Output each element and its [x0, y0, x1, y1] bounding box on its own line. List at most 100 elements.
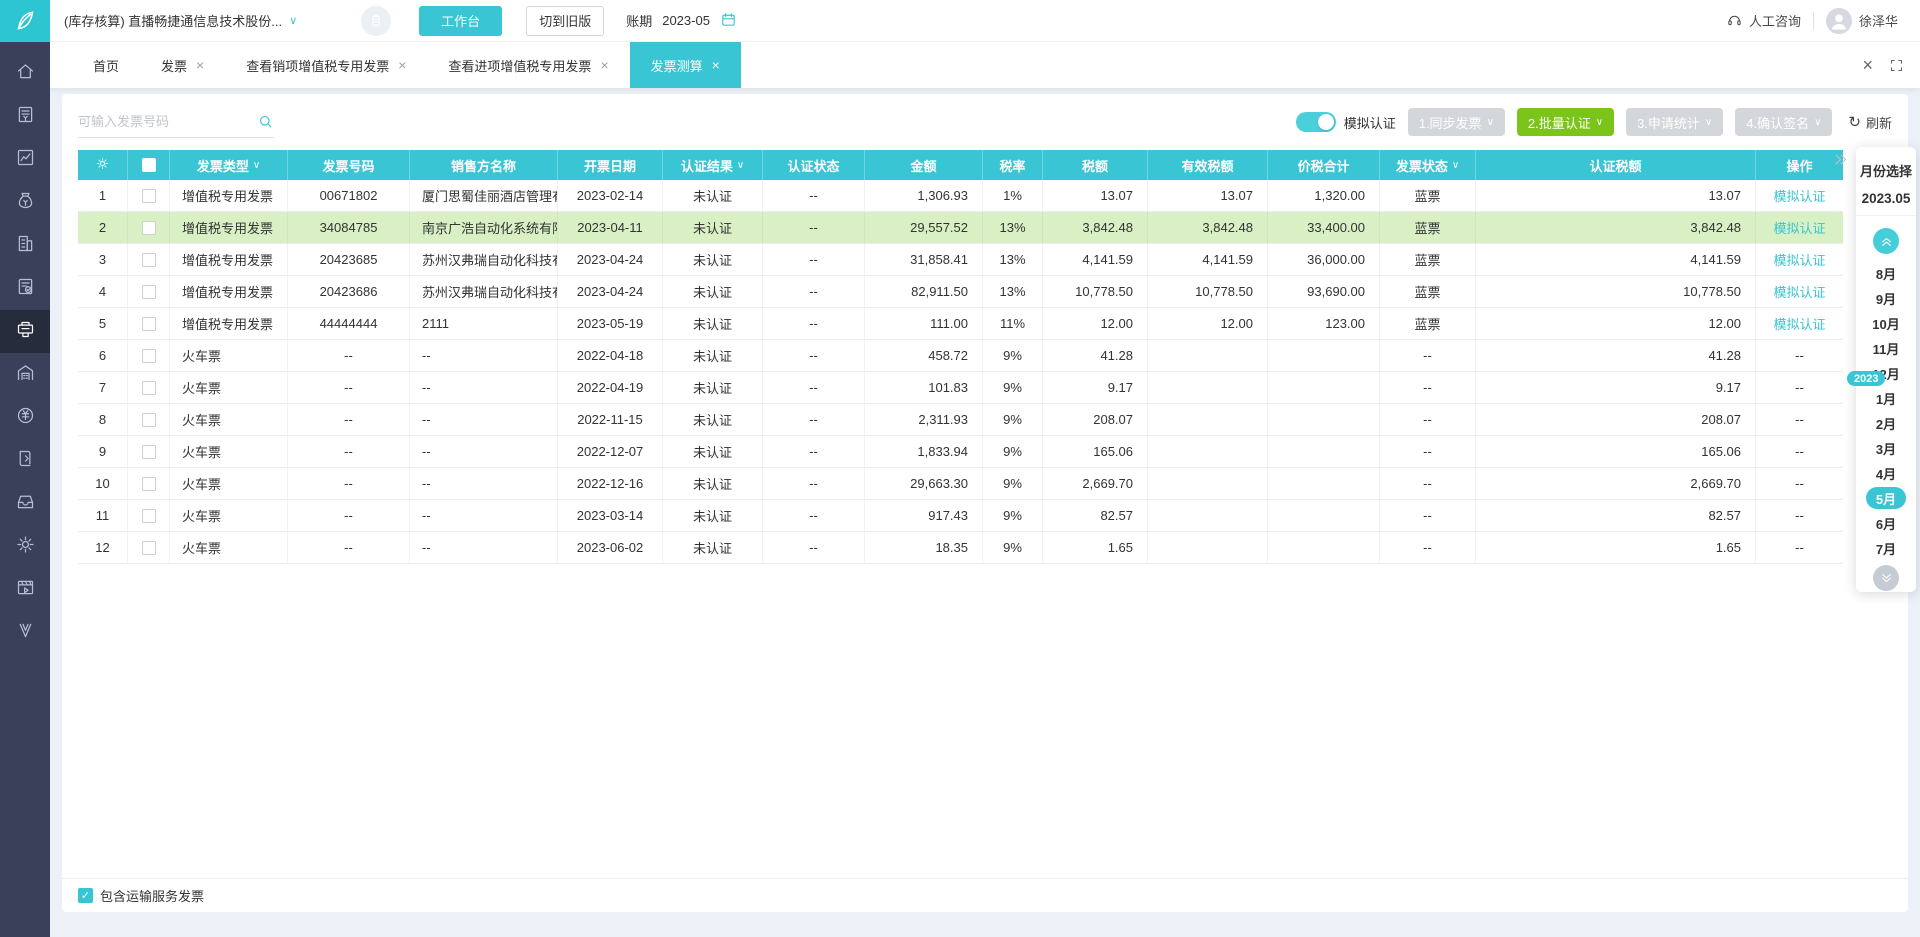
- row-checkbox[interactable]: [141, 508, 156, 523]
- sidebar-item-video-icon[interactable]: [0, 568, 50, 611]
- toolbar-button-1.同步发票[interactable]: 1.同步发票 ∨: [1407, 108, 1505, 136]
- row-checkbox[interactable]: [141, 316, 156, 331]
- table-row[interactable]: 5 增值税专用发票 44444444 2111 2023-05-19 未认证 -- 111.0…: [78, 308, 1843, 340]
- month-item-8月[interactable]: 8月: [1875, 266, 1897, 282]
- table-row[interactable]: 11 火车票 -- -- 2023-03-14 未认证 -- 917.43 9% 82.57 -- 8…: [78, 500, 1843, 532]
- row-checkbox[interactable]: [141, 476, 156, 491]
- search-input[interactable]: [78, 114, 257, 129]
- tab-close-icon[interactable]: ×: [196, 57, 205, 73]
- column-header-发票类型[interactable]: 发票类型 ∨: [170, 150, 288, 180]
- sidebar-item-settings-gear-icon[interactable]: [0, 525, 50, 568]
- table-row[interactable]: 12 火车票 -- -- 2023-06-02 未认证 -- 18.35 9% 1.65 -- 1.6…: [78, 532, 1843, 564]
- table-row[interactable]: 4 增值税专用发票20423686苏州汉弗瑞自动化科技有限2023-04-24未认…: [78, 276, 1843, 308]
- tab-查看销项增值税专用发票[interactable]: 查看销项增值税专用发票 ×: [225, 42, 427, 88]
- sidebar-item-chart-icon[interactable]: [0, 138, 50, 181]
- tab-查看进项增值税专用发票[interactable]: 查看进项增值税专用发票 ×: [427, 42, 629, 88]
- simulate-auth-toggle[interactable]: [1295, 112, 1336, 132]
- row-checkbox[interactable]: [141, 220, 156, 235]
- sidebar-item-invoice-bill-icon[interactable]: [0, 95, 50, 138]
- toolbar: 模拟认证 1.同步发票∨ 2.批量认证∨ 3.申请统计∨ 4.确认签名∨ ↻ 刷新: [78, 94, 1892, 150]
- sort-chevron-icon[interactable]: ∨: [736, 159, 745, 171]
- column-header-发票状态[interactable]: 发票状态 ∨: [1380, 150, 1476, 180]
- table-row[interactable]: 1 增值税专用发票00671802厦门思蜀佳丽酒店管理有限2023-02-14未认…: [78, 180, 1843, 212]
- column-header-认证结果[interactable]: 认证结果 ∨: [663, 150, 763, 180]
- table-row[interactable]: 8 火车票 -- -- 2022-11-15 未认证 -- 2,311.93 9% 208.07-…: [78, 404, 1843, 436]
- tab-发票[interactable]: 发票 ×: [140, 42, 225, 88]
- month-item-2月[interactable]: 2月: [1875, 416, 1897, 432]
- include-transport-checkbox[interactable]: ✓: [78, 888, 93, 903]
- column-settings-button[interactable]: [78, 150, 128, 180]
- sort-chevron-icon[interactable]: ∨: [1451, 159, 1460, 171]
- month-item-3月[interactable]: 3月: [1875, 441, 1897, 457]
- user-menu[interactable]: 徐泽华: [1825, 7, 1898, 34]
- table-cell: --: [288, 372, 410, 403]
- month-item-5月[interactable]: 5月: [1866, 487, 1906, 509]
- tab-首页[interactable]: 首页: [72, 42, 140, 88]
- company-selector[interactable]: (库存核算) 直播畅捷通信息技术股份... ∨: [64, 11, 297, 30]
- sidebar-item-carryover-book-icon[interactable]: [0, 439, 50, 482]
- table-row[interactable]: 9 火车票 -- -- 2022-12-07 未认证 -- 1,833.94 9% 165.06-…: [78, 436, 1843, 468]
- workbench-button[interactable]: 工作台: [419, 5, 503, 36]
- table-row[interactable]: 6 火车票 -- -- 2022-04-18 未认证 -- 458.72 9% 41.28 -- 41…: [78, 340, 1843, 372]
- month-selector-panel: 月份选择 2023.05 8月 9月 10月 11月 12月 2023 1月 2月 3月 4月 5月…: [1847, 147, 1916, 592]
- sidebar-item-invoice-print-icon[interactable]: [0, 310, 50, 353]
- sidebar-item-building-icon[interactable]: [0, 224, 50, 267]
- scroll-up-button[interactable]: [1873, 228, 1899, 254]
- toolbar-button-2.批量认证[interactable]: 2.批量认证 ∨: [1516, 108, 1615, 136]
- simulate-auth-link[interactable]: 模拟认证: [1773, 221, 1826, 236]
- fullscreen-icon[interactable]: [1889, 58, 1904, 73]
- row-checkbox[interactable]: [141, 284, 156, 299]
- month-item-10月[interactable]: 10月: [1872, 316, 1900, 332]
- simulate-auth-link[interactable]: 模拟认证: [1773, 317, 1826, 332]
- search-icon[interactable]: [257, 113, 274, 130]
- chart-icon: [15, 147, 36, 173]
- app-logo[interactable]: [0, 0, 50, 42]
- close-tab-icon[interactable]: ×: [1862, 55, 1873, 75]
- row-checkbox[interactable]: [141, 540, 156, 555]
- table-cell: 1,306.93: [865, 180, 983, 211]
- month-item-6月[interactable]: 6月: [1875, 516, 1897, 532]
- table-row[interactable]: 7 火车票 -- -- 2022-04-19 未认证 -- 101.83 9% 9.17 -- 9.1…: [78, 372, 1843, 404]
- table-cell: 1,833.94: [865, 436, 983, 467]
- month-item-7月[interactable]: 7月: [1875, 541, 1897, 557]
- simulate-auth-link[interactable]: 模拟认证: [1773, 189, 1826, 204]
- table-row[interactable]: 3 增值税专用发票20423685苏州汉弗瑞自动化科技有限2023-04-24未认…: [78, 244, 1843, 276]
- row-checkbox[interactable]: [141, 252, 156, 267]
- row-checkbox[interactable]: [141, 188, 156, 203]
- collapse-panel-handle[interactable]: [1833, 152, 1848, 172]
- human-support-link[interactable]: 人工咨询: [1726, 11, 1801, 30]
- simulate-auth-link[interactable]: 模拟认证: [1773, 285, 1826, 300]
- toolbar-button-4.确认签名[interactable]: 4.确认签名 ∨: [1735, 108, 1833, 136]
- clipboard-icon[interactable]: [361, 5, 392, 36]
- tab-close-icon[interactable]: ×: [600, 57, 609, 73]
- calendar-icon[interactable]: [720, 11, 737, 31]
- tab-close-icon[interactable]: ×: [711, 57, 720, 73]
- sidebar-item-warehouse-icon[interactable]: [0, 353, 50, 396]
- row-checkbox[interactable]: [141, 444, 156, 459]
- tab-发票测算[interactable]: 发票测算 ×: [629, 42, 741, 88]
- sidebar-item-inbox-icon[interactable]: [0, 482, 50, 525]
- sidebar-item-report-check-icon[interactable]: [0, 267, 50, 310]
- row-checkbox[interactable]: [141, 380, 156, 395]
- simulate-auth-link[interactable]: 模拟认证: [1773, 253, 1826, 268]
- sidebar-item-v-logo-icon[interactable]: [0, 611, 50, 654]
- switch-old-version-button[interactable]: 切到旧版: [526, 5, 605, 36]
- row-checkbox[interactable]: [141, 412, 156, 427]
- sidebar-item-home-icon[interactable]: [0, 52, 50, 95]
- row-checkbox[interactable]: [141, 348, 156, 363]
- table-cell: --: [763, 244, 865, 275]
- month-item-11月[interactable]: 11月: [1872, 341, 1900, 357]
- sidebar-item-moneybag-icon[interactable]: [0, 181, 50, 224]
- toolbar-button-3.申请统计[interactable]: 3.申请统计 ∨: [1626, 108, 1724, 136]
- sidebar-item-tax-coin-icon[interactable]: [0, 396, 50, 439]
- sort-chevron-icon[interactable]: ∨: [252, 159, 261, 171]
- month-item-1月[interactable]: 1月: [1875, 391, 1897, 407]
- table-row[interactable]: 2 增值税专用发票34084785南京广浩自动化系统有限责2023-04-11未认…: [78, 212, 1843, 244]
- month-item-9月[interactable]: 9月: [1875, 291, 1897, 307]
- tab-close-icon[interactable]: ×: [398, 57, 407, 73]
- scroll-down-button[interactable]: [1873, 565, 1899, 591]
- table-row[interactable]: 10 火车票 -- -- 2022-12-16 未认证 -- 29,663.30 9% 2,669…: [78, 468, 1843, 500]
- month-item-4月[interactable]: 4月: [1875, 466, 1897, 482]
- select-all-checkbox[interactable]: [141, 158, 156, 172]
- refresh-button[interactable]: ↻ 刷新: [1848, 113, 1892, 132]
